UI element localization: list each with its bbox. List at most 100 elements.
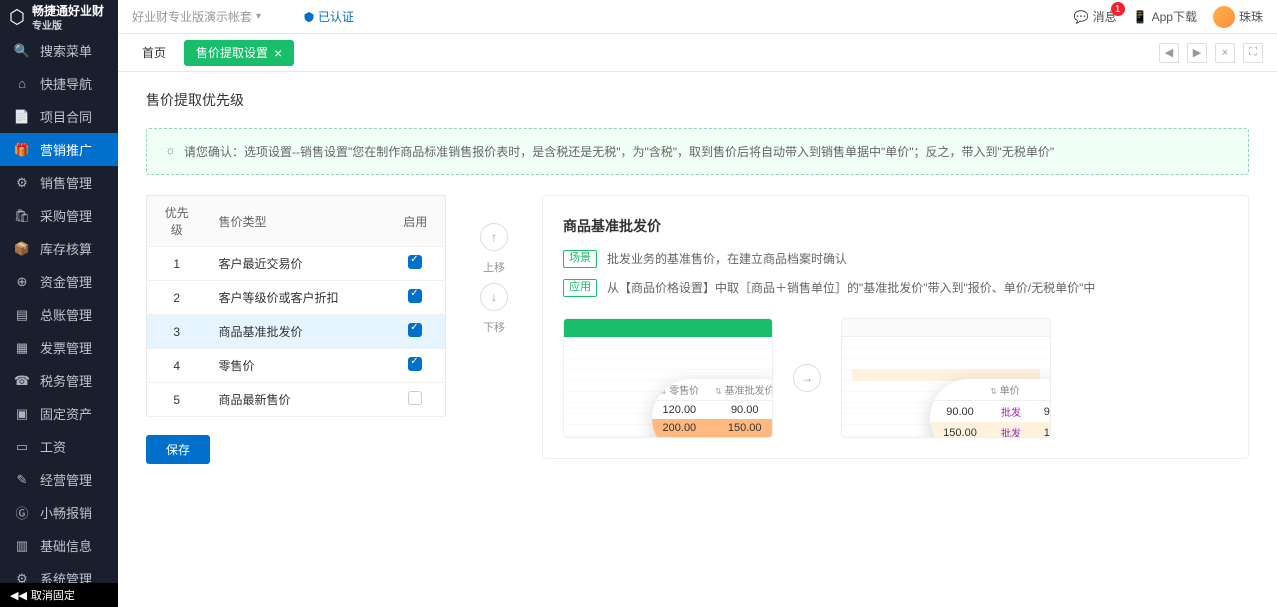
- sidebar-item-15[interactable]: ▥ 基础信息: [0, 529, 118, 562]
- sidebar-item-7[interactable]: ⊕ 资金管理: [0, 265, 118, 298]
- messages-button[interactable]: 💬 消息 1: [1074, 8, 1117, 25]
- sidebar-item-12[interactable]: ▭ 工资: [0, 430, 118, 463]
- info-banner: ☼ 请您确认：选项设置--销售设置"您在制作商品标准销售报价表时，是含税还是无税…: [146, 128, 1249, 175]
- app-download-button[interactable]: 📱 App下载: [1133, 8, 1197, 25]
- priority-row-0[interactable]: 1客户最近交易价: [147, 247, 446, 281]
- priority-idx: 1: [147, 247, 207, 281]
- priority-idx: 2: [147, 281, 207, 315]
- sidebar-item-14[interactable]: Ⓖ 小畅报销: [0, 496, 118, 529]
- gift-icon: 🎁: [14, 142, 30, 158]
- mobile-icon: 📱: [1133, 10, 1148, 24]
- info-icon: ▥: [14, 538, 30, 554]
- topbar: 好业财专业版演示帐套 ▾ 已认证 💬 消息 1 📱 App下载: [118, 0, 1277, 34]
- apply-text: 从【商品价格设置】中取［商品＋销售单位］的"基准批发价"带入到"报价、单价/无税…: [607, 279, 1095, 298]
- col-type: 售价类型: [207, 196, 386, 247]
- sidebar-item-6[interactable]: 📦 库存核算: [0, 232, 118, 265]
- sidebar-item-label: 库存核算: [40, 239, 92, 258]
- sidebar-item-label: 快捷导航: [40, 74, 92, 93]
- zoom-source: ⇅ 零售价 ⇅ 基准批发价 120.00 90.00 8: [652, 379, 773, 438]
- enable-checkbox[interactable]: [408, 323, 422, 337]
- sidebar-item-label: 基础信息: [40, 536, 92, 555]
- money-icon: ⊕: [14, 274, 30, 290]
- sidebar-item-4[interactable]: ⚙ 销售管理: [0, 166, 118, 199]
- move-down-button[interactable]: ↓: [480, 283, 508, 311]
- sidebar-item-label: 资金管理: [40, 272, 92, 291]
- brand-logo: 畅捷通好业财 专业版: [0, 0, 118, 34]
- priority-row-1[interactable]: 2客户等级价或客户折扣: [147, 281, 446, 315]
- sidebar-item-3[interactable]: 🎁营销推广: [0, 133, 118, 166]
- sidebar-item-8[interactable]: ▤总账管理: [0, 298, 118, 331]
- sidebar-item-16[interactable]: ⚙系统管理: [0, 562, 118, 583]
- tab-close-all-button[interactable]: ×: [1215, 43, 1235, 63]
- sidebar-unpin[interactable]: ◀◀取消固定: [0, 583, 118, 607]
- message-icon: 💬: [1074, 10, 1089, 24]
- box-icon: 📦: [14, 241, 30, 257]
- apply-tag: 应用: [563, 279, 597, 297]
- cart-icon: ⚙: [14, 175, 30, 191]
- content: 售价提取优先级 ☼ 请您确认：选项设置--销售设置"您在制作商品标准销售报价表时…: [118, 72, 1277, 607]
- sidebar-item-label: 总账管理: [40, 305, 92, 324]
- sidebar-item-label: 工资: [40, 437, 66, 456]
- priority-type: 客户最近交易价: [207, 247, 386, 281]
- priority-row-4[interactable]: 5商品最新售价: [147, 383, 446, 417]
- priority-table: 优先级 售价类型 启用 1客户最近交易价2客户等级价或客户折扣3商品基准批发价4…: [146, 195, 446, 417]
- save-button[interactable]: 保存: [146, 435, 210, 464]
- sidebar-item-11[interactable]: ▣固定资产: [0, 397, 118, 430]
- priority-row-3[interactable]: 4零售价: [147, 349, 446, 383]
- sidebar-item-1[interactable]: ⌂ 快捷导航: [0, 67, 118, 100]
- account-selector[interactable]: 好业财专业版演示帐套 ▾: [132, 8, 261, 25]
- tab-home[interactable]: 首页: [132, 40, 176, 66]
- sidebar: 畅捷通好业财 专业版 🔍搜索菜单 ⌂ 快捷导航 📄项目合同🎁营销推广 ⚙ 销售管理 🛍采购管…: [0, 0, 118, 607]
- sidebar-item-2[interactable]: 📄项目合同: [0, 100, 118, 133]
- move-down-label: 下移: [483, 319, 505, 335]
- zoom-target: ⇅ 单价 90.00 批发 9000 150.00 批发: [930, 379, 1051, 438]
- search-icon: 🔍: [14, 43, 30, 59]
- asset-icon: ▣: [14, 406, 30, 422]
- detail-title: 商品基准批发价: [563, 216, 1228, 236]
- fullscreen-button[interactable]: ⛶: [1243, 43, 1263, 63]
- preview-source: ⇅ 零售价 ⇅ 基准批发价 120.00 90.00 8: [563, 318, 773, 438]
- user-menu[interactable]: 珠珠: [1213, 6, 1263, 28]
- invoice-icon: ▦: [14, 340, 30, 356]
- sidebar-item-5[interactable]: 🛍采购管理: [0, 199, 118, 232]
- enable-checkbox[interactable]: [408, 391, 422, 405]
- priority-type: 客户等级价或客户折扣: [207, 281, 386, 315]
- sidebar-item-0[interactable]: 🔍搜索菜单: [0, 34, 118, 67]
- tab-close-icon[interactable]: ×: [274, 46, 282, 60]
- priority-idx: 3: [147, 315, 207, 349]
- system-icon: ⚙: [14, 571, 30, 584]
- col-enable: 启用: [386, 196, 446, 247]
- arrow-icon: →: [793, 364, 821, 392]
- sidebar-item-label: 小畅报销: [40, 503, 92, 522]
- priority-idx: 5: [147, 383, 207, 417]
- preview-diagram: ⇅ 零售价 ⇅ 基准批发价 120.00 90.00 8: [563, 318, 1228, 438]
- priority-type: 商品基准批发价: [207, 315, 386, 349]
- salary-icon: ▭: [14, 439, 30, 455]
- move-up-button[interactable]: ↑: [480, 223, 508, 251]
- home-icon: ⌂: [14, 76, 30, 92]
- page-title: 售价提取优先级: [146, 90, 1249, 110]
- cycle-icon: Ⓖ: [14, 505, 30, 521]
- messages-badge: 1: [1111, 2, 1125, 16]
- scene-text: 批发业务的基准售价，在建立商品档案时确认: [607, 250, 847, 269]
- file-icon: 📄: [14, 109, 30, 125]
- priority-row-2[interactable]: 3商品基准批发价: [147, 315, 446, 349]
- sidebar-item-10[interactable]: ☎税务管理: [0, 364, 118, 397]
- sidebar-item-label: 销售管理: [40, 173, 92, 192]
- priority-type: 零售价: [207, 349, 386, 383]
- sidebar-item-label: 采购管理: [40, 206, 92, 225]
- tab-active[interactable]: 售价提取设置 ×: [184, 40, 294, 66]
- verified-badge: 已认证: [303, 8, 354, 25]
- info-text: 请您确认：选项设置--销售设置"您在制作商品标准销售报价表时，是含税还是无税"，…: [184, 143, 1054, 160]
- sidebar-item-13[interactable]: ✎经营管理: [0, 463, 118, 496]
- enable-checkbox[interactable]: [408, 255, 422, 269]
- sidebar-item-label: 发票管理: [40, 338, 92, 357]
- tab-next-button[interactable]: ▶: [1187, 43, 1207, 63]
- move-up-label: 上移: [483, 259, 505, 275]
- priority-idx: 4: [147, 349, 207, 383]
- enable-checkbox[interactable]: [408, 289, 422, 303]
- tab-prev-button[interactable]: ◀: [1159, 43, 1179, 63]
- enable-checkbox[interactable]: [408, 357, 422, 371]
- priority-type: 商品最新售价: [207, 383, 386, 417]
- sidebar-item-9[interactable]: ▦ 发票管理: [0, 331, 118, 364]
